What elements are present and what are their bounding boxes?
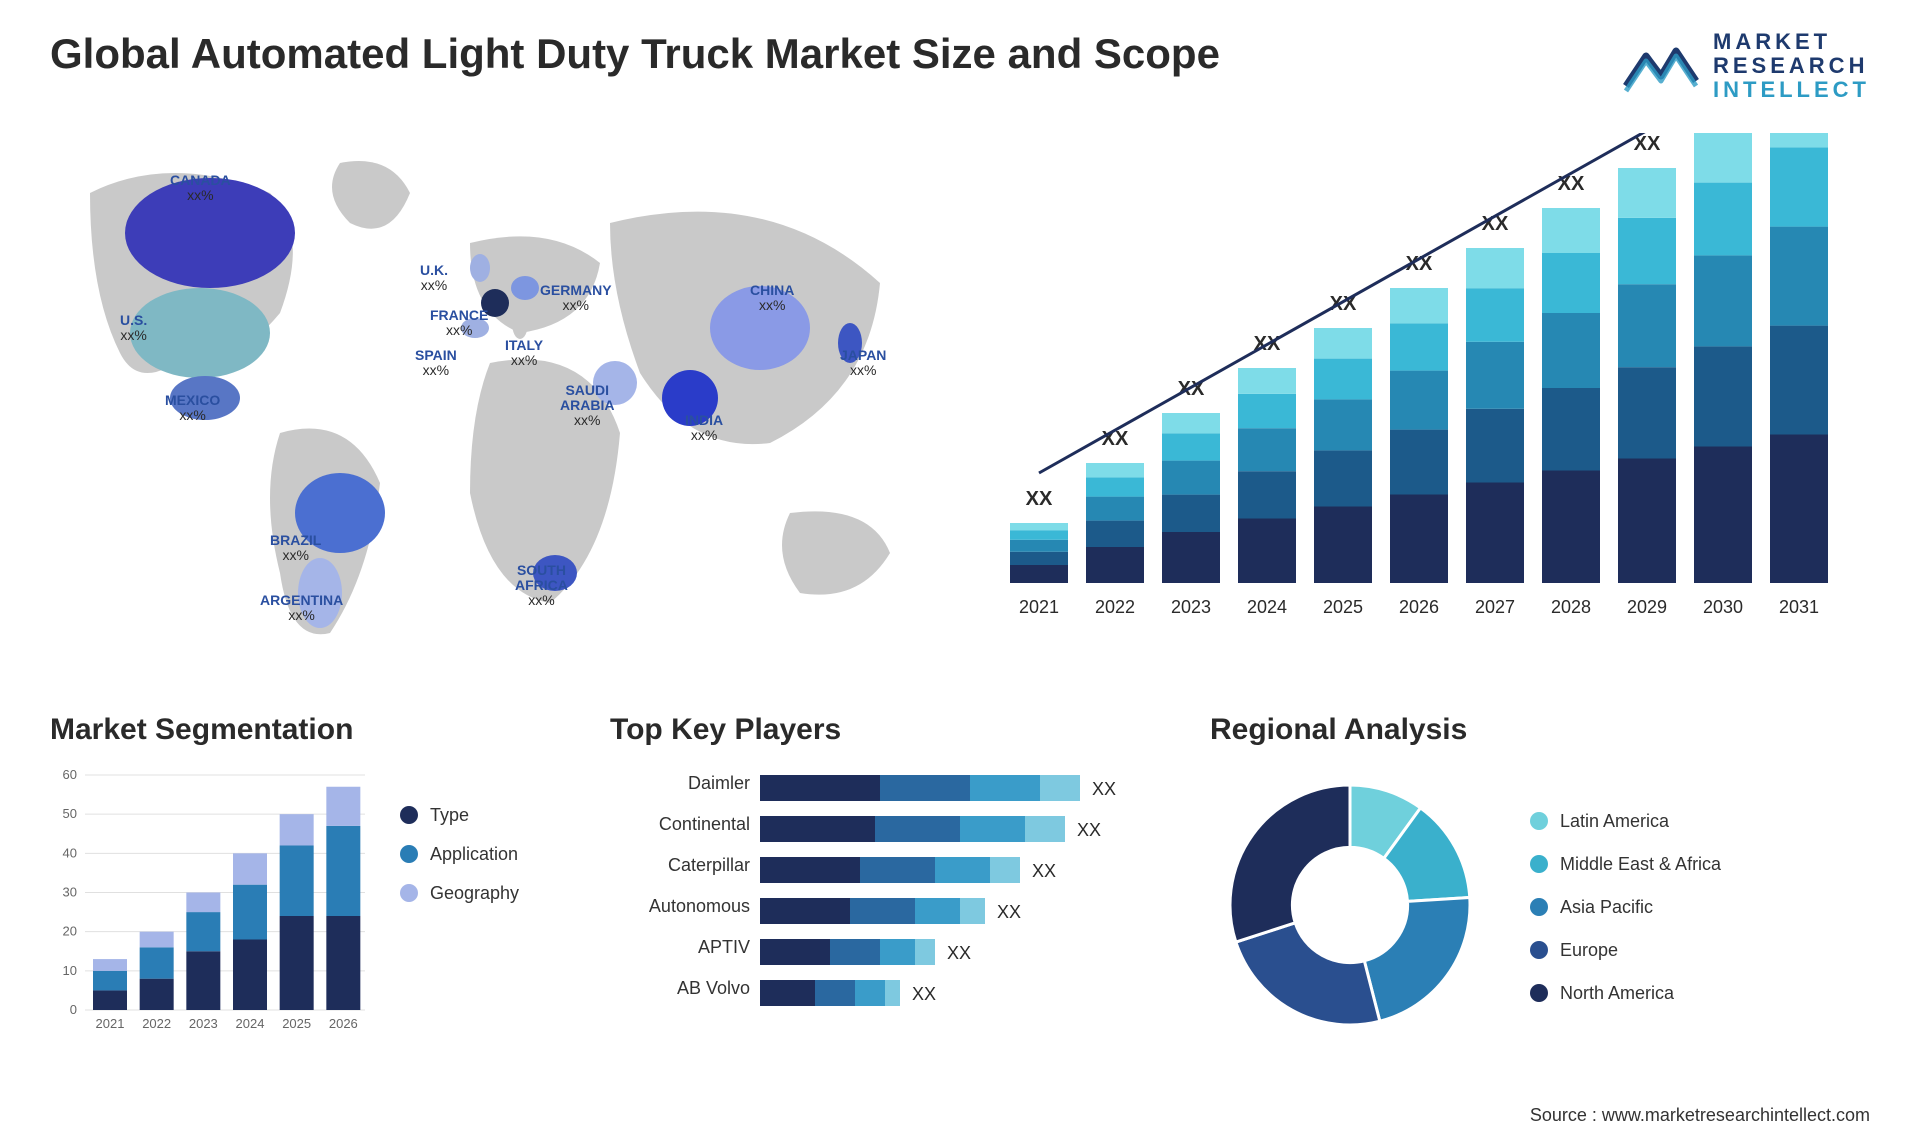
svg-text:2022: 2022 <box>142 1016 171 1031</box>
region-legend-label: North America <box>1560 983 1674 1004</box>
svg-text:2024: 2024 <box>1247 597 1287 617</box>
regional-donut <box>1210 765 1490 1045</box>
map-label-india: INDIAxx% <box>685 413 723 444</box>
svg-text:2022: 2022 <box>1095 597 1135 617</box>
region-legend-item: Europe <box>1530 940 1721 961</box>
svg-text:2026: 2026 <box>1399 597 1439 617</box>
regional-legend: Latin America Middle East & Africa Asia Pa… <box>1530 811 1721 1004</box>
svg-text:2028: 2028 <box>1551 597 1591 617</box>
map-label-japan: JAPANxx% <box>840 348 886 379</box>
svg-text:60: 60 <box>63 767 77 782</box>
map-label-argentina: ARGENTINAxx% <box>260 593 343 624</box>
segmentation-chart: 0 10 20 30 40 50 60 2021 2022 2023 2024 2025 2026 <box>50 765 370 1035</box>
world-map: CANADAxx% U.S.xx% MEXICOxx% BRAZILxx% ARGENT… <box>50 133 930 673</box>
region-legend-label: Middle East & Africa <box>1560 854 1721 875</box>
player-label: Autonomous <box>610 892 750 919</box>
map-label-germany: GERMANYxx% <box>540 283 612 314</box>
seg-legend-item: Type <box>400 805 519 826</box>
segmentation-legend: Type Application Geography <box>400 765 519 1035</box>
map-label-canada: CANADAxx% <box>170 173 231 204</box>
region-legend-item: Latin America <box>1530 811 1721 832</box>
map-label-china: CHINAxx% <box>750 283 794 314</box>
logo-line2: RESEARCH <box>1713 54 1870 78</box>
svg-text:XX: XX <box>912 984 936 1004</box>
players-panel: Top Key Players Daimler Continental Caterp… <box>610 713 1170 1050</box>
svg-text:XX: XX <box>1077 820 1101 840</box>
seg-legend-label: Geography <box>430 883 519 904</box>
svg-text:2030: 2030 <box>1703 597 1743 617</box>
regional-panel: Regional Analysis Latin America Middle Ea… <box>1210 713 1850 1050</box>
svg-text:2026: 2026 <box>329 1016 358 1031</box>
map-label-italy: ITALYxx% <box>505 338 543 369</box>
map-label-spain: SPAINxx% <box>415 348 457 379</box>
region-legend-label: Latin America <box>1560 811 1669 832</box>
players-chart: XX XX XX XX XX XX <box>760 765 1140 1035</box>
svg-text:XX: XX <box>947 943 971 963</box>
seg-legend-label: Type <box>430 805 469 826</box>
seg-legend-label: Application <box>430 844 518 865</box>
map-label-us: U.S.xx% <box>120 313 147 344</box>
page-title: Global Automated Light Duty Truck Market… <box>50 30 1220 78</box>
svg-text:2025: 2025 <box>282 1016 311 1031</box>
logo-icon <box>1621 36 1701 96</box>
logo-line1: MARKET <box>1713 30 1870 54</box>
svg-text:2025: 2025 <box>1323 597 1363 617</box>
players-labels: Daimler Continental Caterpillar Autonomous A… <box>610 765 750 1035</box>
region-legend-label: Asia Pacific <box>1560 897 1653 918</box>
svg-text:XX: XX <box>1026 488 1053 510</box>
region-legend-item: North America <box>1530 983 1721 1004</box>
logo-line3: INTELLECT <box>1713 78 1870 102</box>
region-legend-item: Asia Pacific <box>1530 897 1721 918</box>
region-legend-item: Middle East & Africa <box>1530 854 1721 875</box>
map-label-france: FRANCExx% <box>430 308 488 339</box>
svg-text:2029: 2029 <box>1627 597 1667 617</box>
player-label: AB Volvo <box>610 974 750 1001</box>
seg-legend-item: Application <box>400 844 519 865</box>
svg-text:2021: 2021 <box>96 1016 125 1031</box>
svg-text:2023: 2023 <box>1171 597 1211 617</box>
svg-text:10: 10 <box>63 962 77 977</box>
svg-text:XX: XX <box>997 902 1021 922</box>
svg-text:2031: 2031 <box>1779 597 1819 617</box>
svg-text:30: 30 <box>63 884 77 899</box>
player-label: Caterpillar <box>610 851 750 878</box>
svg-text:XX: XX <box>1032 861 1056 881</box>
svg-text:2023: 2023 <box>189 1016 218 1031</box>
map-label-southnafrica: SOUTHAFRICAxx% <box>515 563 568 609</box>
players-title: Top Key Players <box>610 713 1170 747</box>
player-label: Daimler <box>610 769 750 796</box>
regional-title: Regional Analysis <box>1210 713 1850 747</box>
map-label-saudinarabia: SAUDIARABIAxx% <box>560 383 614 429</box>
map-label-brazil: BRAZILxx% <box>270 533 321 564</box>
brand-logo: MARKET RESEARCH INTELLECT <box>1621 30 1870 103</box>
svg-text:2027: 2027 <box>1475 597 1515 617</box>
segmentation-panel: Market Segmentation 0 10 20 30 40 50 60 2021 202… <box>50 713 570 1050</box>
player-label: Continental <box>610 810 750 837</box>
svg-text:2024: 2024 <box>236 1016 265 1031</box>
svg-text:50: 50 <box>63 806 77 821</box>
seg-legend-item: Geography <box>400 883 519 904</box>
source-attribution: Source : www.marketresearchintellect.com <box>1530 1105 1870 1126</box>
svg-text:2021: 2021 <box>1019 597 1059 617</box>
player-label: APTIV <box>610 933 750 960</box>
region-legend-label: Europe <box>1560 940 1618 961</box>
map-label-mexico: MEXICOxx% <box>165 393 220 424</box>
growth-bar-chart: XX2021XX2022XX2023XX2024XX2025XX2026XX20… <box>990 133 1850 673</box>
segmentation-title: Market Segmentation <box>50 713 570 747</box>
svg-text:20: 20 <box>63 923 77 938</box>
svg-text:40: 40 <box>63 845 77 860</box>
svg-text:XX: XX <box>1558 173 1585 195</box>
svg-text:XX: XX <box>1092 779 1116 799</box>
map-label-uk: U.K.xx% <box>420 263 448 294</box>
svg-text:0: 0 <box>70 1002 77 1017</box>
